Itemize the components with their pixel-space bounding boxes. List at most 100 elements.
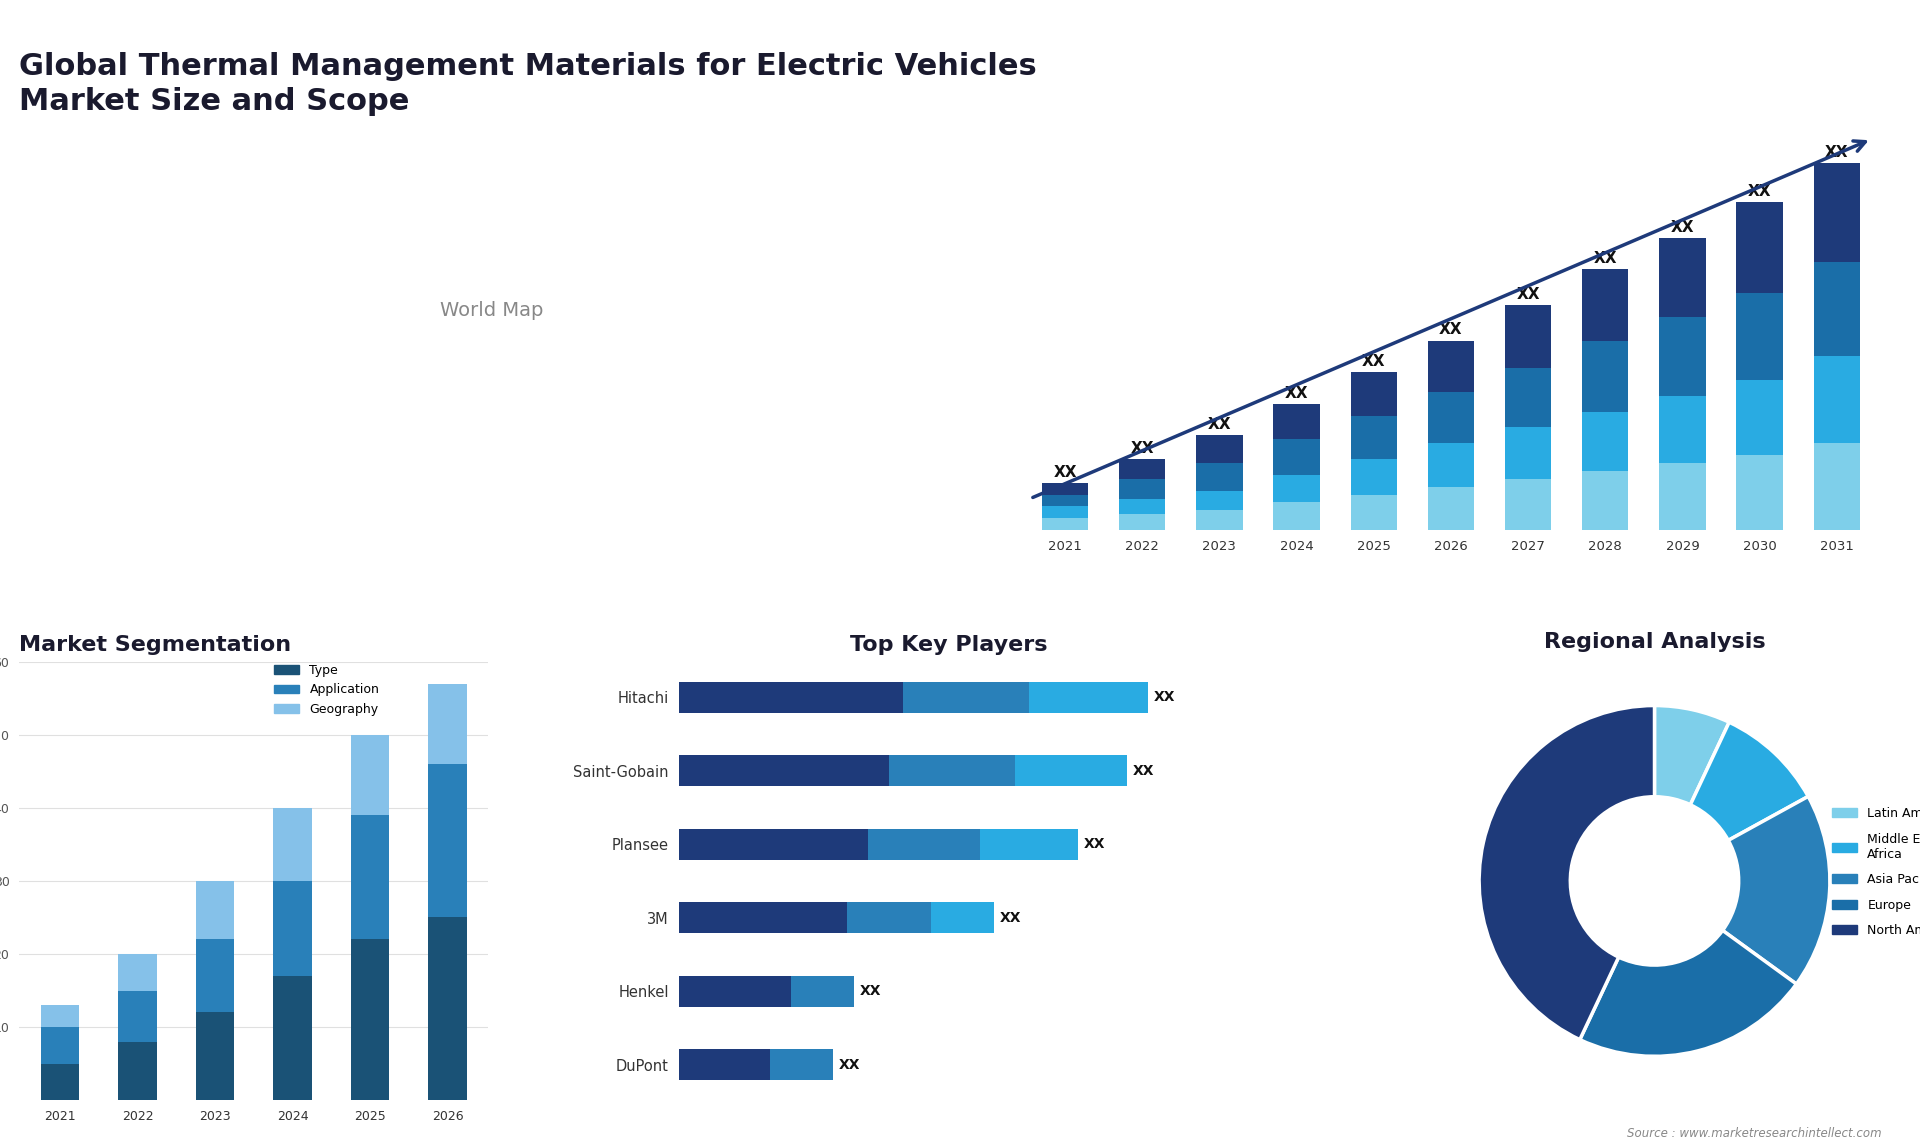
Text: Global Thermal Management Materials for Electric Vehicles
Market Size and Scope: Global Thermal Management Materials for …: [19, 52, 1037, 117]
Bar: [1505, 368, 1551, 427]
Bar: [1350, 416, 1398, 460]
Bar: [1659, 238, 1705, 316]
Bar: [1736, 380, 1784, 455]
Bar: [1814, 261, 1860, 356]
Bar: [1505, 479, 1551, 531]
Legend: Type, Application, Geography: Type, Application, Geography: [269, 659, 384, 721]
Title: Regional Analysis: Regional Analysis: [1544, 631, 1764, 652]
Text: XX: XX: [1747, 185, 1772, 199]
Bar: [678, 829, 868, 860]
Text: XX: XX: [1154, 690, 1175, 704]
Bar: [196, 1012, 234, 1100]
Text: Market Segmentation: Market Segmentation: [19, 635, 292, 654]
Bar: [1196, 490, 1242, 510]
Bar: [1273, 439, 1319, 474]
Bar: [1196, 510, 1242, 531]
Bar: [1043, 507, 1089, 518]
Title: Top Key Players: Top Key Players: [849, 635, 1046, 654]
Bar: [678, 902, 847, 933]
Bar: [273, 808, 311, 881]
Bar: [428, 684, 467, 764]
Bar: [351, 735, 390, 815]
Bar: [117, 953, 157, 990]
Bar: [351, 815, 390, 940]
Bar: [1582, 340, 1628, 411]
Text: XX: XX: [1517, 286, 1540, 301]
Text: XX: XX: [1826, 144, 1849, 159]
Bar: [868, 829, 979, 860]
Bar: [1196, 435, 1242, 463]
Bar: [1029, 682, 1148, 713]
Bar: [196, 881, 234, 940]
Bar: [1814, 163, 1860, 261]
Text: INTELLECT: INTELLECT: [1780, 87, 1834, 96]
Bar: [1428, 392, 1475, 444]
Bar: [117, 990, 157, 1042]
Text: MARKET: MARKET: [1780, 28, 1822, 37]
Wedge shape: [1580, 931, 1797, 1057]
Bar: [1350, 460, 1398, 495]
Bar: [1582, 269, 1628, 340]
Bar: [1814, 444, 1860, 531]
Bar: [1736, 455, 1784, 531]
Bar: [847, 902, 931, 933]
Bar: [1273, 403, 1319, 439]
Wedge shape: [1655, 706, 1730, 804]
Bar: [273, 881, 311, 976]
Bar: [40, 1027, 79, 1063]
Bar: [1659, 316, 1705, 395]
Bar: [117, 1042, 157, 1100]
Bar: [1505, 305, 1551, 368]
Bar: [1428, 487, 1475, 531]
Bar: [1659, 463, 1705, 531]
Wedge shape: [1690, 722, 1809, 840]
Bar: [196, 940, 234, 1012]
Bar: [1016, 755, 1127, 786]
Text: XX: XX: [1670, 220, 1693, 235]
Text: XX: XX: [1133, 763, 1154, 778]
Bar: [678, 975, 791, 1006]
Text: XX: XX: [1440, 322, 1463, 337]
Bar: [1736, 203, 1784, 293]
Bar: [1119, 515, 1165, 531]
Bar: [351, 940, 390, 1100]
Text: XX: XX: [1000, 911, 1021, 925]
Bar: [1043, 518, 1089, 531]
Bar: [1273, 474, 1319, 502]
Bar: [428, 918, 467, 1100]
Wedge shape: [1478, 706, 1655, 1039]
Bar: [678, 1050, 770, 1081]
Text: XX: XX: [1284, 385, 1308, 401]
Text: XX: XX: [1208, 417, 1231, 432]
Bar: [1119, 499, 1165, 515]
Legend: Latin America, Middle East &
Africa, Asia Pacific, Europe, North America: Latin America, Middle East & Africa, Asi…: [1828, 802, 1920, 942]
Text: XX: XX: [1083, 838, 1106, 851]
Polygon shape: [1655, 39, 1770, 104]
Text: XX: XX: [1131, 441, 1154, 456]
Bar: [1814, 356, 1860, 444]
Bar: [791, 975, 854, 1006]
Bar: [902, 682, 1029, 713]
Bar: [1043, 495, 1089, 507]
Bar: [678, 682, 902, 713]
Text: RESEARCH: RESEARCH: [1780, 57, 1834, 66]
Bar: [1659, 395, 1705, 463]
Bar: [1428, 340, 1475, 392]
Bar: [1043, 482, 1089, 495]
Text: XX: XX: [860, 984, 881, 998]
Bar: [273, 976, 311, 1100]
Bar: [1582, 471, 1628, 531]
Bar: [678, 755, 889, 786]
Bar: [979, 829, 1077, 860]
Text: XX: XX: [1054, 464, 1077, 479]
Bar: [1350, 495, 1398, 531]
Text: World Map: World Map: [440, 301, 543, 321]
Bar: [889, 755, 1016, 786]
Text: Source : www.marketresearchintellect.com: Source : www.marketresearchintellect.com: [1626, 1128, 1882, 1140]
Text: XX: XX: [1361, 354, 1386, 369]
Bar: [770, 1050, 833, 1081]
Bar: [1119, 460, 1165, 479]
Wedge shape: [1722, 796, 1830, 984]
Bar: [1582, 411, 1628, 471]
Bar: [1505, 427, 1551, 479]
